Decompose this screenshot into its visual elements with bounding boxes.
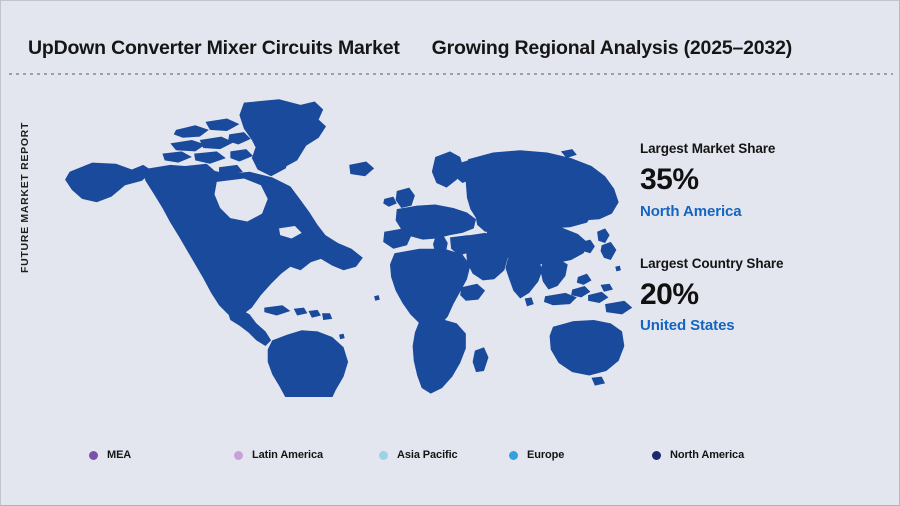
header-divider — [9, 73, 893, 75]
legend-dot-icon — [379, 450, 388, 460]
legend-label: North America — [670, 449, 745, 461]
legend-dot-icon — [89, 450, 98, 460]
stat-region: United States — [640, 317, 735, 335]
map-legend: MEA Latin America Asia Pacific Europe No… — [89, 449, 809, 467]
legend-dot-icon — [234, 450, 243, 460]
stat-region: North America — [640, 202, 742, 220]
legend-dot-icon — [509, 450, 518, 460]
legend-dot-icon — [652, 450, 661, 460]
page-title: UpDown Converter Mixer Circuits Market — [28, 37, 400, 59]
legend-label: Latin America — [252, 449, 324, 461]
legend-label: MEA — [107, 449, 132, 461]
header: UpDown Converter Mixer Circuits Market G… — [1, 1, 899, 75]
world-map-landmasses — [65, 99, 633, 397]
legend-item-europe: Europe — [509, 449, 564, 461]
header-title-group: UpDown Converter Mixer Circuits Market G… — [28, 37, 792, 60]
stats-panel: Largest Market Share 35% North America L… — [640, 141, 890, 334]
stat-label: Largest Country Share — [640, 255, 784, 271]
legend-label: Asia Pacific — [397, 449, 458, 461]
legend-item-mea: MEA — [89, 449, 131, 461]
stat-value: 35% — [640, 163, 699, 196]
world-map-svg — [65, 99, 633, 397]
stat-label: Largest Market Share — [640, 141, 776, 156]
legend-item-asia-pacific: Asia Pacific — [379, 449, 458, 461]
legend-item-north-america: North America — [652, 449, 744, 461]
stat-largest-market-share: Largest Market Share 35% North America — [640, 141, 890, 220]
brand-vertical-label: FUTURE MARKET REPORT — [19, 121, 31, 273]
legend-label: Europe — [527, 449, 565, 461]
legend-item-latin-america: Latin America — [234, 449, 323, 461]
page-subtitle: Growing Regional Analysis (2025–2032) — [431, 37, 793, 59]
stat-largest-country-share: Largest Country Share 20% United States — [640, 256, 890, 335]
world-map — [53, 97, 633, 397]
stat-value: 20% — [640, 277, 699, 311]
